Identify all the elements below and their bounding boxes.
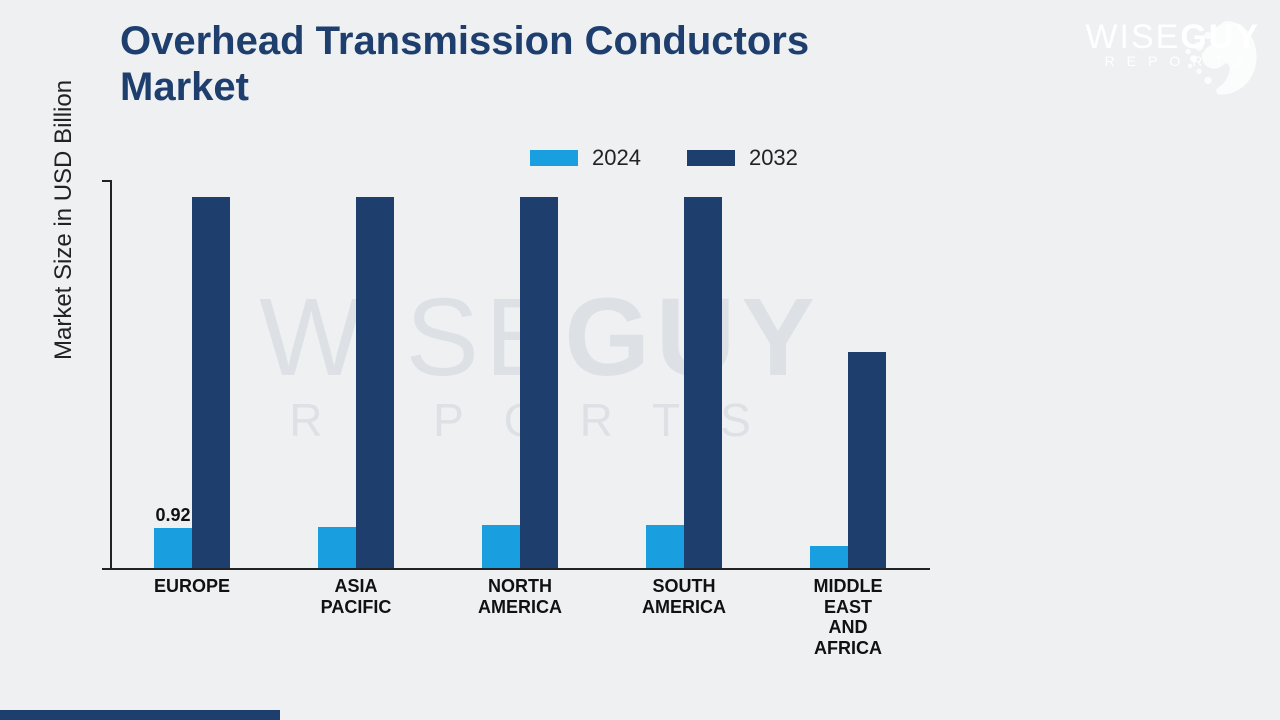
category-label: MIDDLEEASTANDAFRICA [778,568,918,659]
legend-swatch-2024 [530,150,578,166]
category-label: NORTHAMERICA [450,568,590,617]
bar-chart: 0.92EUROPE ASIAPACIFIC NORTHAMERICA SOUTHAM… [110,180,940,580]
page-title: Overhead Transmission Conductors Market [120,18,880,110]
bottom-accent-bar [0,710,280,720]
bar-pair: MIDDLEEASTANDAFRICA [810,180,886,568]
y-axis-label: Market Size in USD Billion [50,80,78,360]
bar-pair: SOUTHAMERICA [646,180,722,568]
bar-2032 [684,197,722,568]
bar-2024 [318,527,356,568]
brain-icon [1172,12,1262,102]
category-label: ASIAPACIFIC [286,568,426,617]
bar-value-label: 0.92 [155,505,190,526]
bar-group: 0.92EUROPE [110,180,274,568]
brand-logo: WISEGUY REPORTS [1085,18,1260,69]
bar-group: SOUTHAMERICA [602,180,766,568]
bar-pair: 0.92EUROPE [154,180,230,568]
bar-2032 [848,352,886,568]
legend: 2024 2032 [530,145,798,171]
legend-label-2032: 2032 [749,145,798,171]
bar-2024 [482,525,520,568]
legend-label-2024: 2024 [592,145,641,171]
bar-pair: ASIAPACIFIC [318,180,394,568]
bar-2024 [646,525,684,568]
bar-group: ASIAPACIFIC [274,180,438,568]
bar-2032 [520,197,558,568]
legend-item-2032: 2032 [687,145,798,171]
stage: WISEGUY REPORTS WISEGUY REPORTS Overhead… [0,0,1280,720]
legend-item-2024: 2024 [530,145,641,171]
brand-text: WISE [1085,18,1180,56]
bar-pair: NORTHAMERICA [482,180,558,568]
y-tick [102,180,110,182]
bar-2032 [356,197,394,568]
bar-2024 [810,546,848,568]
bar-groups: 0.92EUROPE ASIAPACIFIC NORTHAMERICA SOUTHAM… [110,180,930,568]
bar-2024: 0.92 [154,528,192,568]
category-label: SOUTHAMERICA [614,568,754,617]
bar-2032 [192,197,230,568]
category-label: EUROPE [122,568,262,597]
y-tick [102,568,110,570]
bar-group: MIDDLEEASTANDAFRICA [766,180,930,568]
bar-group: NORTHAMERICA [438,180,602,568]
legend-swatch-2032 [687,150,735,166]
